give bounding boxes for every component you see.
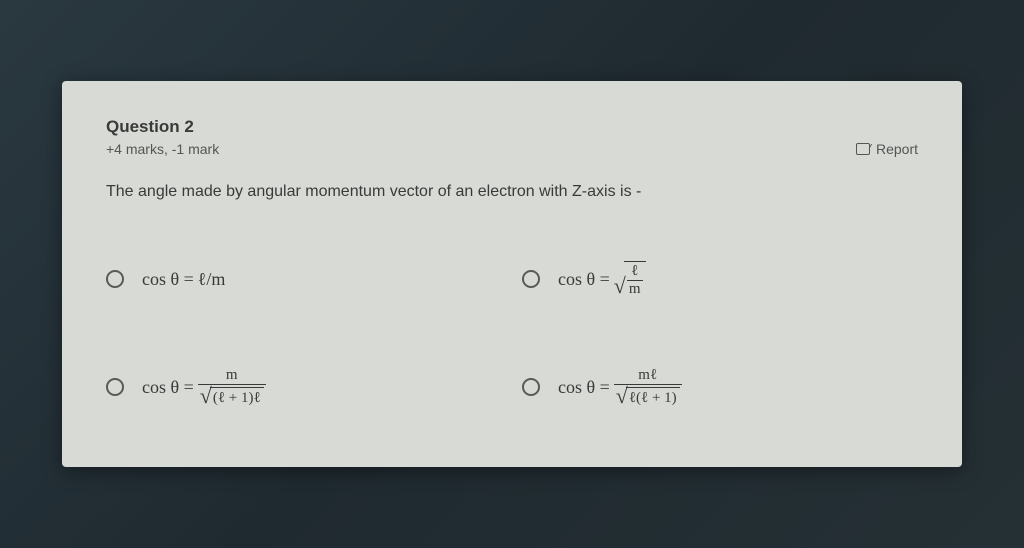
- sqrt-body: ℓ(ℓ + 1): [626, 387, 680, 407]
- sqrt-body: ℓ m: [624, 261, 646, 297]
- option-b-formula: cos θ = √ ℓ m: [558, 261, 646, 297]
- fraction: ℓ m: [627, 263, 643, 297]
- header-left: Question 2 +4 marks, -1 mark: [106, 117, 219, 157]
- formula-rhs: ℓ/m: [198, 269, 226, 290]
- formula-lhs: cos θ =: [558, 269, 610, 290]
- option-d-formula: cos θ = mℓ √ ℓ(ℓ + 1): [558, 367, 682, 407]
- option-a[interactable]: cos θ = ℓ/m: [106, 261, 502, 297]
- report-button[interactable]: Report: [856, 141, 918, 157]
- report-label: Report: [876, 141, 918, 157]
- question-title: Question 2: [106, 117, 219, 137]
- radio-icon: [522, 378, 540, 396]
- fraction: mℓ √ ℓ(ℓ + 1): [614, 367, 682, 407]
- radio-icon: [522, 270, 540, 288]
- sqrt-expression: √ ℓ(ℓ + 1): [616, 385, 680, 407]
- sqrt-body: (ℓ + 1)ℓ: [210, 387, 264, 407]
- numerator: mℓ: [636, 367, 659, 384]
- option-d[interactable]: cos θ = mℓ √ ℓ(ℓ + 1): [522, 367, 918, 407]
- option-c[interactable]: cos θ = m √ (ℓ + 1)ℓ: [106, 367, 502, 407]
- option-a-formula: cos θ = ℓ/m: [142, 269, 225, 290]
- numerator: m: [224, 367, 240, 384]
- denominator: √ (ℓ + 1)ℓ: [198, 384, 266, 408]
- sqrt-expression: √ (ℓ + 1)ℓ: [200, 385, 264, 407]
- formula-lhs: cos θ =: [142, 377, 194, 398]
- flag-icon: [856, 143, 870, 155]
- option-b[interactable]: cos θ = √ ℓ m: [522, 261, 918, 297]
- numerator: ℓ: [629, 263, 640, 280]
- options-grid: cos θ = ℓ/m cos θ = √ ℓ m: [106, 261, 918, 407]
- denominator: √ ℓ(ℓ + 1): [614, 384, 682, 408]
- fraction: m √ (ℓ + 1)ℓ: [198, 367, 266, 407]
- option-c-formula: cos θ = m √ (ℓ + 1)ℓ: [142, 367, 266, 407]
- radio-icon: [106, 378, 124, 396]
- formula-lhs: cos θ =: [142, 269, 194, 290]
- formula-lhs: cos θ =: [558, 377, 610, 398]
- marks-info: +4 marks, -1 mark: [106, 141, 219, 157]
- question-header: Question 2 +4 marks, -1 mark Report: [106, 117, 918, 157]
- sqrt-expression: √ ℓ m: [614, 261, 646, 297]
- question-card: Question 2 +4 marks, -1 mark Report The …: [62, 81, 962, 467]
- question-prompt: The angle made by angular momentum vecto…: [106, 183, 918, 201]
- radio-icon: [106, 270, 124, 288]
- denominator: m: [627, 280, 643, 298]
